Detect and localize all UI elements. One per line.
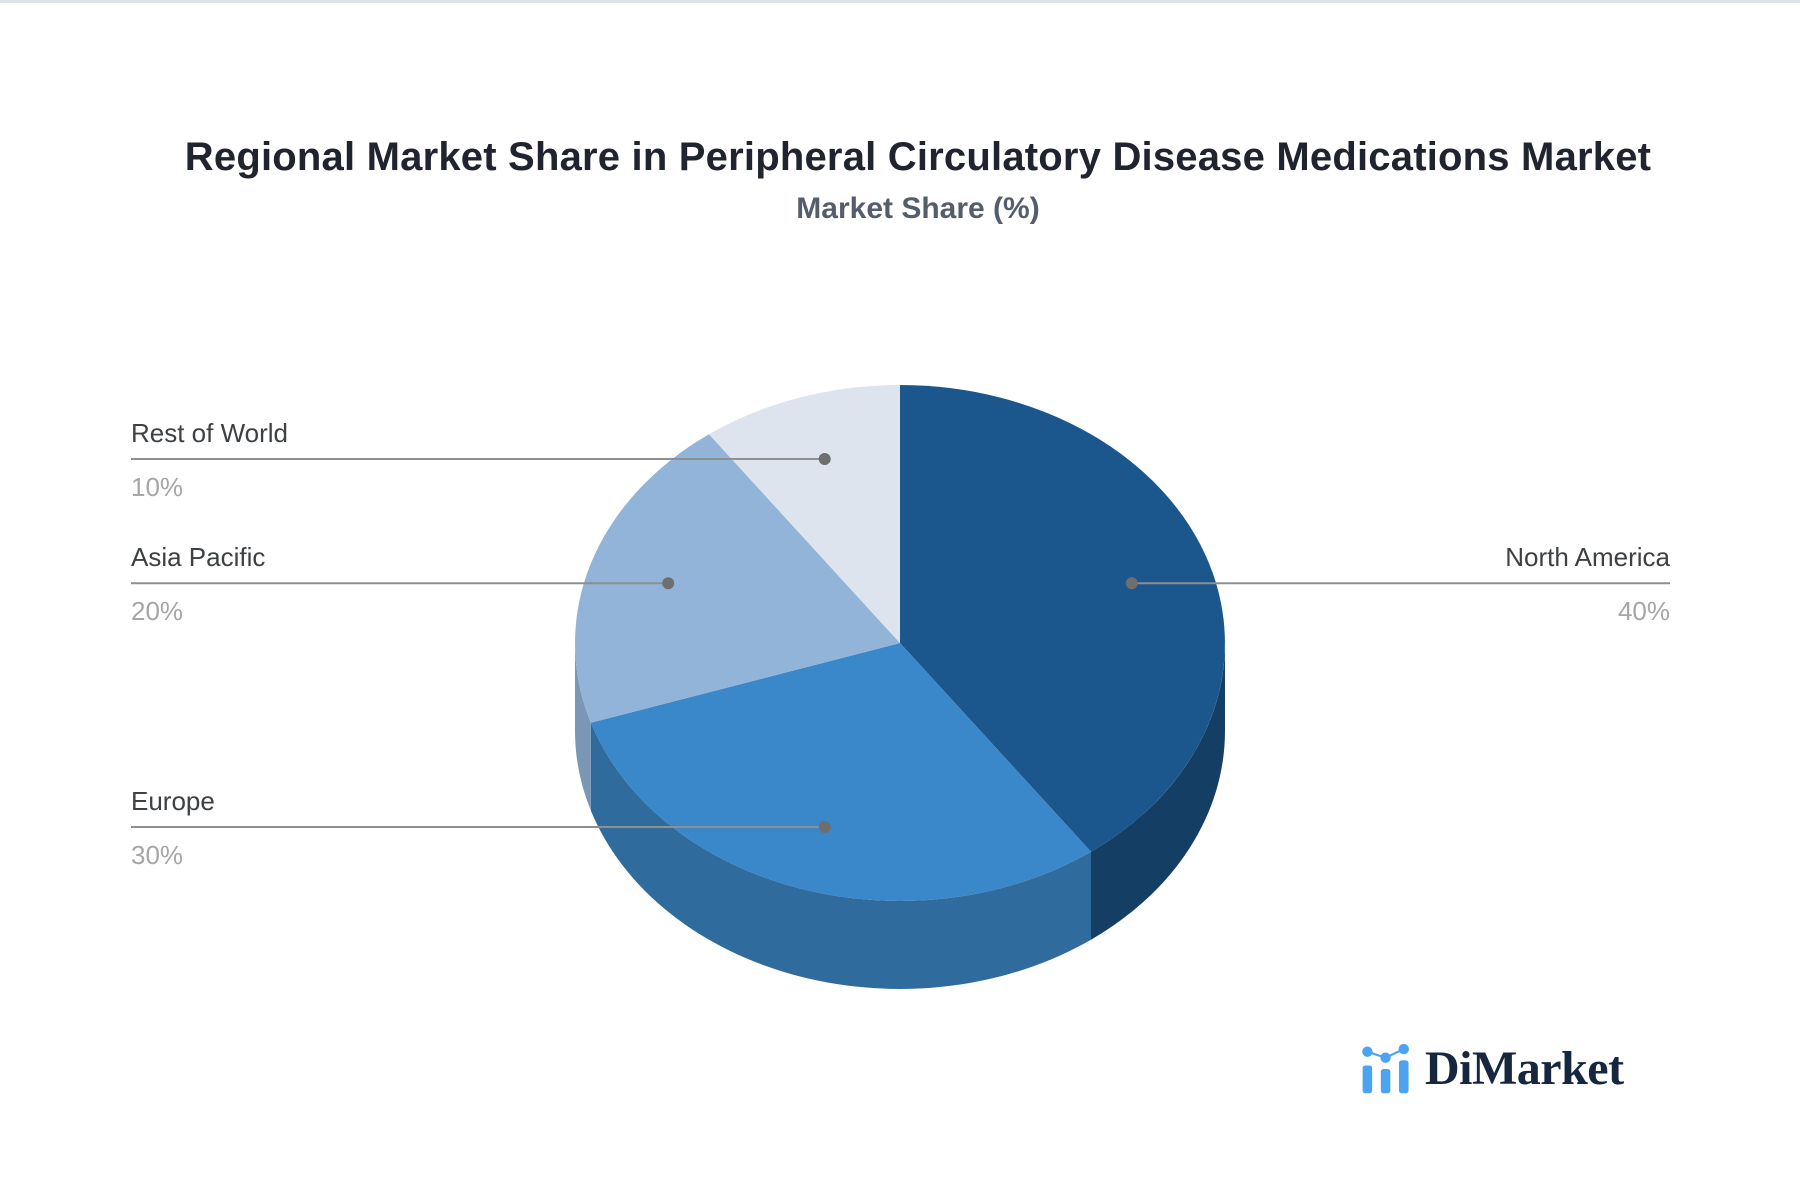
dimarket-logo: DiMarket (1360, 1039, 1624, 1095)
pie-slice-asia-pacific[interactable] (575, 434, 900, 723)
pie-slice-rest-of-world[interactable] (709, 385, 900, 643)
pie-slice-europe[interactable] (590, 643, 1091, 901)
bar-chart-logo-icon (1362, 1043, 1409, 1094)
slice-value-asia-pacific: 20% (131, 596, 184, 627)
callout-dot-europe (818, 821, 831, 833)
callout-dot-asia-pacific (662, 577, 675, 590)
pie-slice-north-america[interactable] (900, 385, 1225, 852)
callout-dot-rest-of-world (818, 453, 831, 465)
slice-label-asia-pacific: Asia Pacific (131, 542, 266, 573)
pie-slice-side-north-america (1091, 643, 1225, 940)
slice-value-rest-of-world: 10% (131, 472, 184, 502)
slice-label-north-america: North America (1505, 542, 1670, 573)
pie-chart (131, 385, 1670, 989)
slice-label-rest-of-world: Rest of World (131, 418, 289, 448)
logo-text: DiMarket (1425, 1042, 1624, 1095)
callout-dot-north-america (1125, 577, 1138, 590)
slice-value-north-america: 40% (1617, 596, 1670, 627)
slice-label-europe: Europe (131, 786, 215, 816)
pie-slice-side-asia-pacific (575, 643, 591, 811)
pie-slice-side-europe (590, 722, 1091, 989)
slice-value-europe: 30% (131, 840, 184, 870)
